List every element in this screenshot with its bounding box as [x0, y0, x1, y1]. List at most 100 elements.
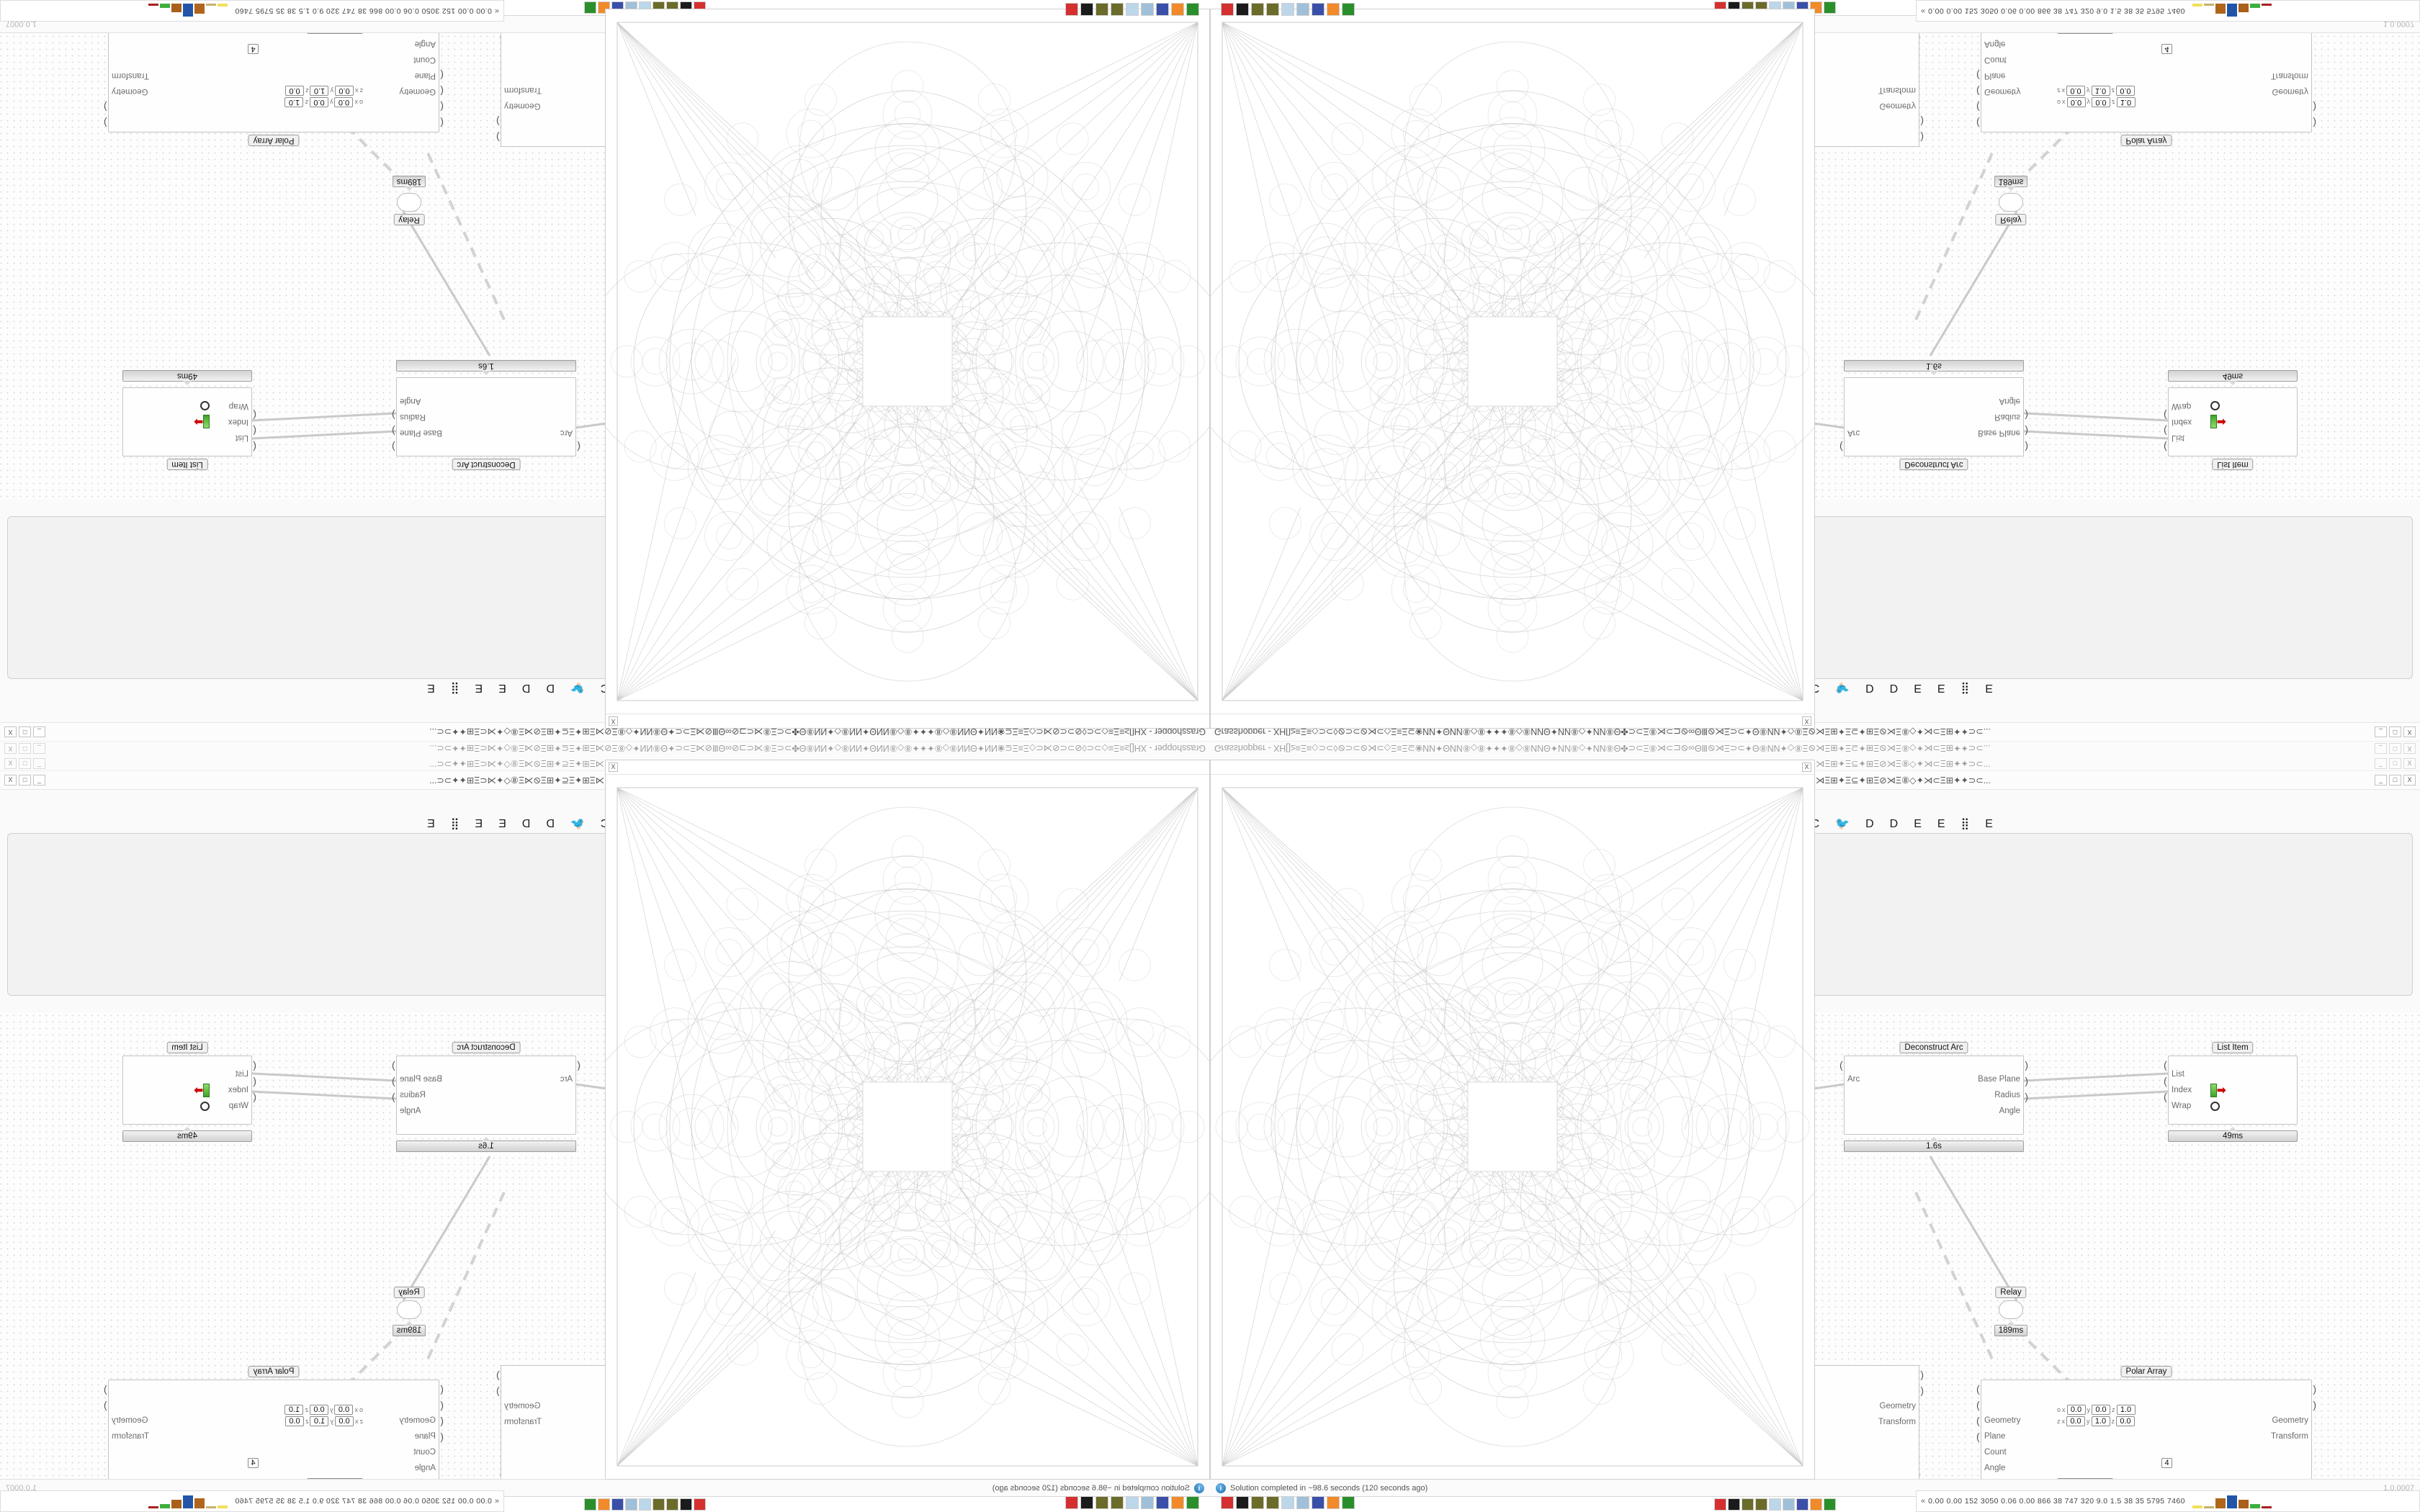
number-slider[interactable]: ➡	[2210, 415, 2226, 429]
plane-component-value[interactable]: 1.0	[2091, 1416, 2110, 1426]
close-icon[interactable]: X	[1802, 716, 1811, 726]
output-pin[interactable]: )	[2025, 441, 2028, 453]
close-button[interactable]: X	[4, 726, 17, 737]
chevron-icon[interactable]: «	[494, 6, 499, 15]
gh-component-list-item[interactable]: List Item (List (Index ➡ (Wrap 49ms	[122, 370, 256, 470]
olive2-icon[interactable]	[1266, 3, 1279, 16]
plane-component-value[interactable]: 1.0	[2091, 86, 2110, 96]
rhino-icon[interactable]	[1065, 1496, 1078, 1509]
component-body[interactable]	[1999, 1300, 2023, 1319]
input-pin[interactable]: (	[440, 1415, 444, 1426]
component-body[interactable]	[397, 193, 421, 212]
boolean-toggle[interactable]	[200, 1101, 210, 1111]
input-pin[interactable]: (	[1976, 1399, 1980, 1410]
scroll-icon[interactable]	[1141, 1496, 1154, 1509]
wings-icon[interactable]	[1236, 1496, 1249, 1509]
component-body[interactable]: (List (Index ➡ (Wrap	[2164, 387, 2298, 456]
output-pin[interactable]: )	[104, 1383, 107, 1395]
boolean-toggle[interactable]	[200, 401, 210, 411]
input-pin[interactable]: (	[440, 1399, 444, 1410]
olive-icon[interactable]	[1742, 1498, 1754, 1511]
gh-component-deconstruct-arc[interactable]: Deconstruct Arc () Arc Base Plane) Radius) An…	[1839, 360, 2028, 470]
input-pin[interactable]: (	[253, 1059, 256, 1071]
rhino-geometry-canvas[interactable]	[1211, 775, 1814, 1479]
minimize-button[interactable]: _	[2375, 775, 2387, 786]
minimize-button[interactable]: _	[2375, 743, 2387, 755]
terminal-icon[interactable]	[1824, 1498, 1836, 1511]
olive2-icon[interactable]	[653, 1498, 665, 1511]
output-pin[interactable]: )	[2025, 1059, 2028, 1071]
input-pin[interactable]: (	[2164, 441, 2167, 453]
rhino-icon[interactable]	[1714, 1498, 1726, 1511]
input-pin[interactable]: (	[577, 1059, 581, 1071]
rhino-geometry-canvas[interactable]	[606, 775, 1209, 1479]
firefox-icon[interactable]	[1810, 1498, 1822, 1511]
rhino-geometry-canvas[interactable]	[606, 9, 1209, 714]
gh-component-polar-array[interactable]: Polar Array () Geometry Geometry () Plane Tran…	[104, 33, 444, 146]
ribbon-tab-c3[interactable]: 🐦	[1835, 682, 1850, 694]
input-pin[interactable]: (	[1976, 117, 1980, 129]
ribbon-tab-e3[interactable]: ⣿	[450, 818, 460, 830]
ribbon-tab-d2[interactable]: D	[521, 818, 531, 830]
firefox-icon[interactable]	[598, 1498, 610, 1511]
input-pin[interactable]: (	[440, 1383, 444, 1395]
ribbon-tab-d1[interactable]: D	[546, 818, 555, 830]
output-pin[interactable]: )	[2025, 1091, 2028, 1102]
ribbon-tab-c2[interactable]: C	[1811, 818, 1820, 830]
maximize-button[interactable]: □	[2389, 726, 2401, 737]
input-pin[interactable]: (	[1976, 70, 1980, 81]
rhino-icon[interactable]	[1221, 1496, 1234, 1509]
close-button[interactable]: X	[4, 743, 17, 755]
component-body[interactable]: (List (Index ➡ (Wrap	[122, 387, 256, 456]
plane-component-value[interactable]: 1.0	[2116, 1405, 2136, 1415]
input-pin[interactable]: (	[1976, 102, 1980, 113]
plane-component-value[interactable]: 0.0	[2116, 1416, 2135, 1426]
angle-value[interactable]: 6.2831853072	[306, 33, 363, 34]
input-pin[interactable]: (	[253, 441, 256, 453]
input-pin[interactable]: (	[2164, 410, 2167, 421]
maximize-button[interactable]: □	[19, 775, 31, 786]
plane-component-value[interactable]: 0.0	[285, 86, 304, 96]
count-value[interactable]: 4	[2161, 1458, 2172, 1468]
component-body[interactable]: () Geometry Geometry () Plane Transform (Count…	[104, 1380, 444, 1479]
olive2-icon[interactable]	[1111, 3, 1124, 16]
number-slider[interactable]: ➡	[194, 415, 210, 429]
close-button[interactable]: X	[2403, 775, 2416, 786]
input-pin[interactable]: (	[440, 1431, 444, 1442]
component-body[interactable]: (List (Index ➡ (Wrap	[2164, 1056, 2298, 1125]
ribbon-tab-e1[interactable]: E	[1914, 682, 1922, 694]
input-pin[interactable]: (	[440, 70, 444, 81]
close-icon[interactable]: X	[1802, 762, 1811, 772]
ribbon-tab-d2[interactable]: D	[1889, 682, 1899, 694]
ribbon-tab-d2[interactable]: D	[1889, 818, 1899, 830]
minimize-button[interactable]: _	[33, 743, 45, 755]
plane-component-value[interactable]: 0.0	[335, 1416, 354, 1426]
ribbon-tab-c3[interactable]: 🐦	[570, 818, 585, 830]
terminal-icon[interactable]	[1342, 1496, 1355, 1509]
gh-component-relay[interactable]: Relay 189ms	[393, 1287, 426, 1336]
rhino-icon[interactable]	[1221, 3, 1234, 16]
gh-component-polar-array[interactable]: Polar Array () Geometry Geometry () Plane Tran…	[1976, 33, 2316, 146]
output-pin[interactable]: )	[104, 117, 107, 129]
input-pin[interactable]: (	[1839, 441, 1843, 453]
plane-component-value[interactable]: 0.0	[309, 1405, 328, 1415]
plane-component-value[interactable]: 0.0	[2092, 97, 2111, 107]
terminal-icon[interactable]	[584, 1498, 596, 1511]
plane-component-value[interactable]: 1.0	[310, 1416, 329, 1426]
output-pin[interactable]: )	[2025, 426, 2028, 437]
maximize-button[interactable]: □	[19, 757, 31, 769]
boolean-toggle[interactable]	[2210, 401, 2220, 411]
component-body[interactable]: () Geometry Geometry () Plane Transform (Count…	[1976, 1380, 2316, 1479]
ribbon-tab-c3[interactable]: 🐦	[1835, 818, 1850, 830]
olive-icon[interactable]	[666, 1498, 678, 1511]
output-pin[interactable]: )	[2313, 1383, 2316, 1395]
ribbon-tab-e4[interactable]: E	[427, 682, 435, 694]
gh-component-list-item[interactable]: List Item (List (Index ➡ (Wrap 49ms	[2164, 370, 2298, 470]
olive2-icon[interactable]	[1111, 1496, 1124, 1509]
ribbon-tab-e3[interactable]: ⣿	[1960, 818, 1970, 830]
floppy64-icon[interactable]	[1312, 3, 1325, 16]
wings-icon[interactable]	[1728, 1498, 1740, 1511]
notepad-icon[interactable]	[1126, 3, 1139, 16]
olive-icon[interactable]	[1095, 3, 1108, 16]
plane-component-value[interactable]: 0.0	[2066, 97, 2086, 107]
